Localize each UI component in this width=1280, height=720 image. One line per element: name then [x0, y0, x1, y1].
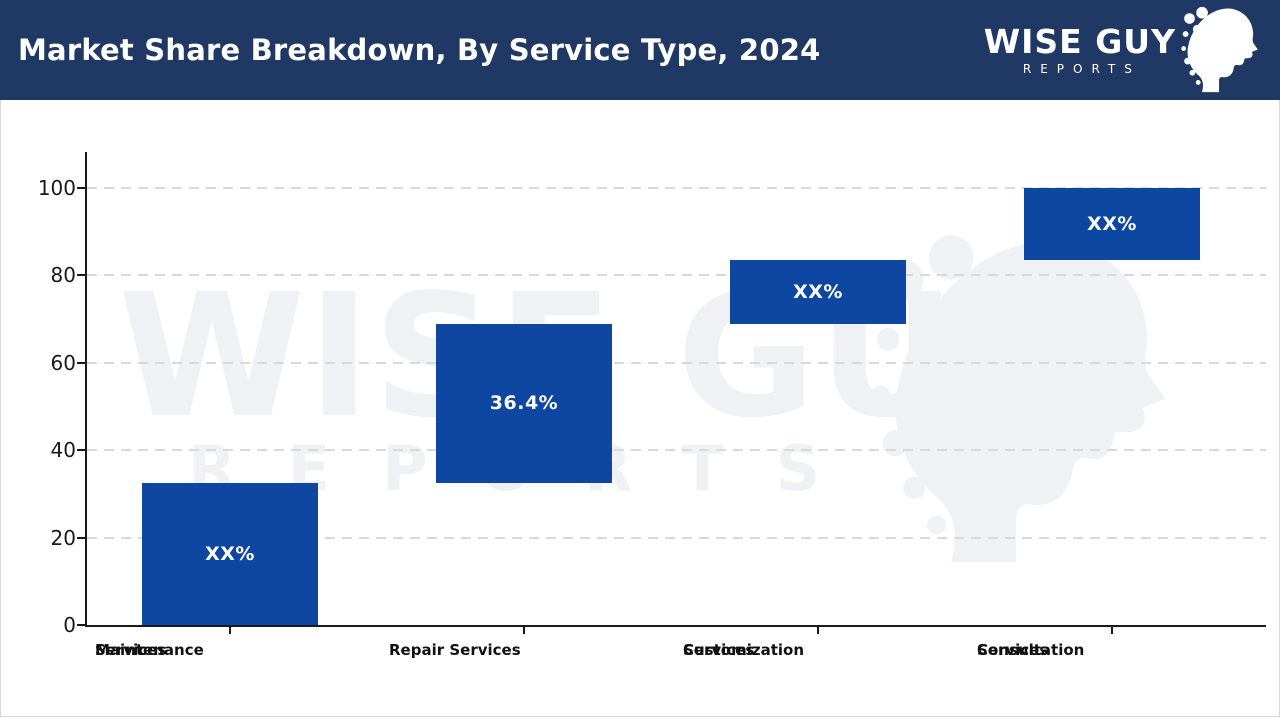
x-category-label-line: Maintenance	[95, 641, 204, 659]
bar-1: XX%	[142, 482, 318, 625]
y-gridline	[87, 274, 1266, 276]
y-axis-line	[85, 152, 87, 627]
y-tick-label: 100	[37, 175, 76, 200]
x-category-label-line: Services	[683, 641, 755, 659]
x-axis-line	[85, 625, 1266, 627]
y-gridline	[87, 186, 1266, 189]
y-gridline	[87, 449, 1266, 451]
page-title: Market Share Breakdown, By Service Type,…	[18, 33, 821, 67]
y-tick-mark	[77, 361, 86, 364]
bar-3: XX%	[730, 260, 906, 324]
bar-value-label: XX%	[1087, 212, 1137, 235]
bar-4: XX%	[1024, 187, 1200, 261]
header-bar: Market Share Breakdown, By Service Type,…	[0, 0, 1280, 100]
watermark-head-icon	[871, 235, 1165, 563]
y-tick-label: 20	[50, 525, 76, 550]
y-tick-label: 60	[50, 350, 76, 375]
y-gridline	[87, 361, 1266, 364]
y-tick-mark	[77, 624, 86, 626]
x-tick-mark	[817, 627, 819, 634]
logo-wordmark: WISE GUY REPORTS	[984, 25, 1176, 76]
y-tick-label: 40	[50, 438, 76, 462]
logo-wordmark-text: WISE GUY	[983, 21, 1176, 61]
bar-value-label: XX%	[793, 280, 843, 303]
logo-head-icon	[1181, 6, 1258, 93]
x-tick-mark	[229, 627, 231, 634]
x-category-label-line: Services	[95, 641, 167, 659]
y-tick-mark	[77, 536, 86, 539]
x-tick-mark	[523, 627, 525, 634]
y-tick-mark	[77, 274, 86, 276]
x-category-label-line: Customization	[683, 641, 805, 659]
x-category-label-line: Repair Services	[389, 641, 521, 659]
y-gridline	[87, 536, 1266, 539]
y-tick-label: 0	[63, 613, 76, 637]
y-tick-label: 80	[50, 263, 76, 287]
bar-value-label: XX%	[205, 542, 255, 565]
x-category-label-line: Consultation	[977, 641, 1085, 659]
y-tick-mark	[77, 449, 86, 451]
x-tick-mark	[1111, 627, 1113, 634]
logo-reports-text: REPORTS	[1022, 61, 1141, 76]
x-category-label-line: Services	[977, 641, 1049, 659]
y-tick-mark	[77, 186, 86, 189]
brand-logo: WISE GUY REPORTS	[984, 4, 1262, 96]
bar-2: 36.4%	[436, 323, 612, 483]
bar-value-label: 36.4%	[489, 392, 559, 415]
